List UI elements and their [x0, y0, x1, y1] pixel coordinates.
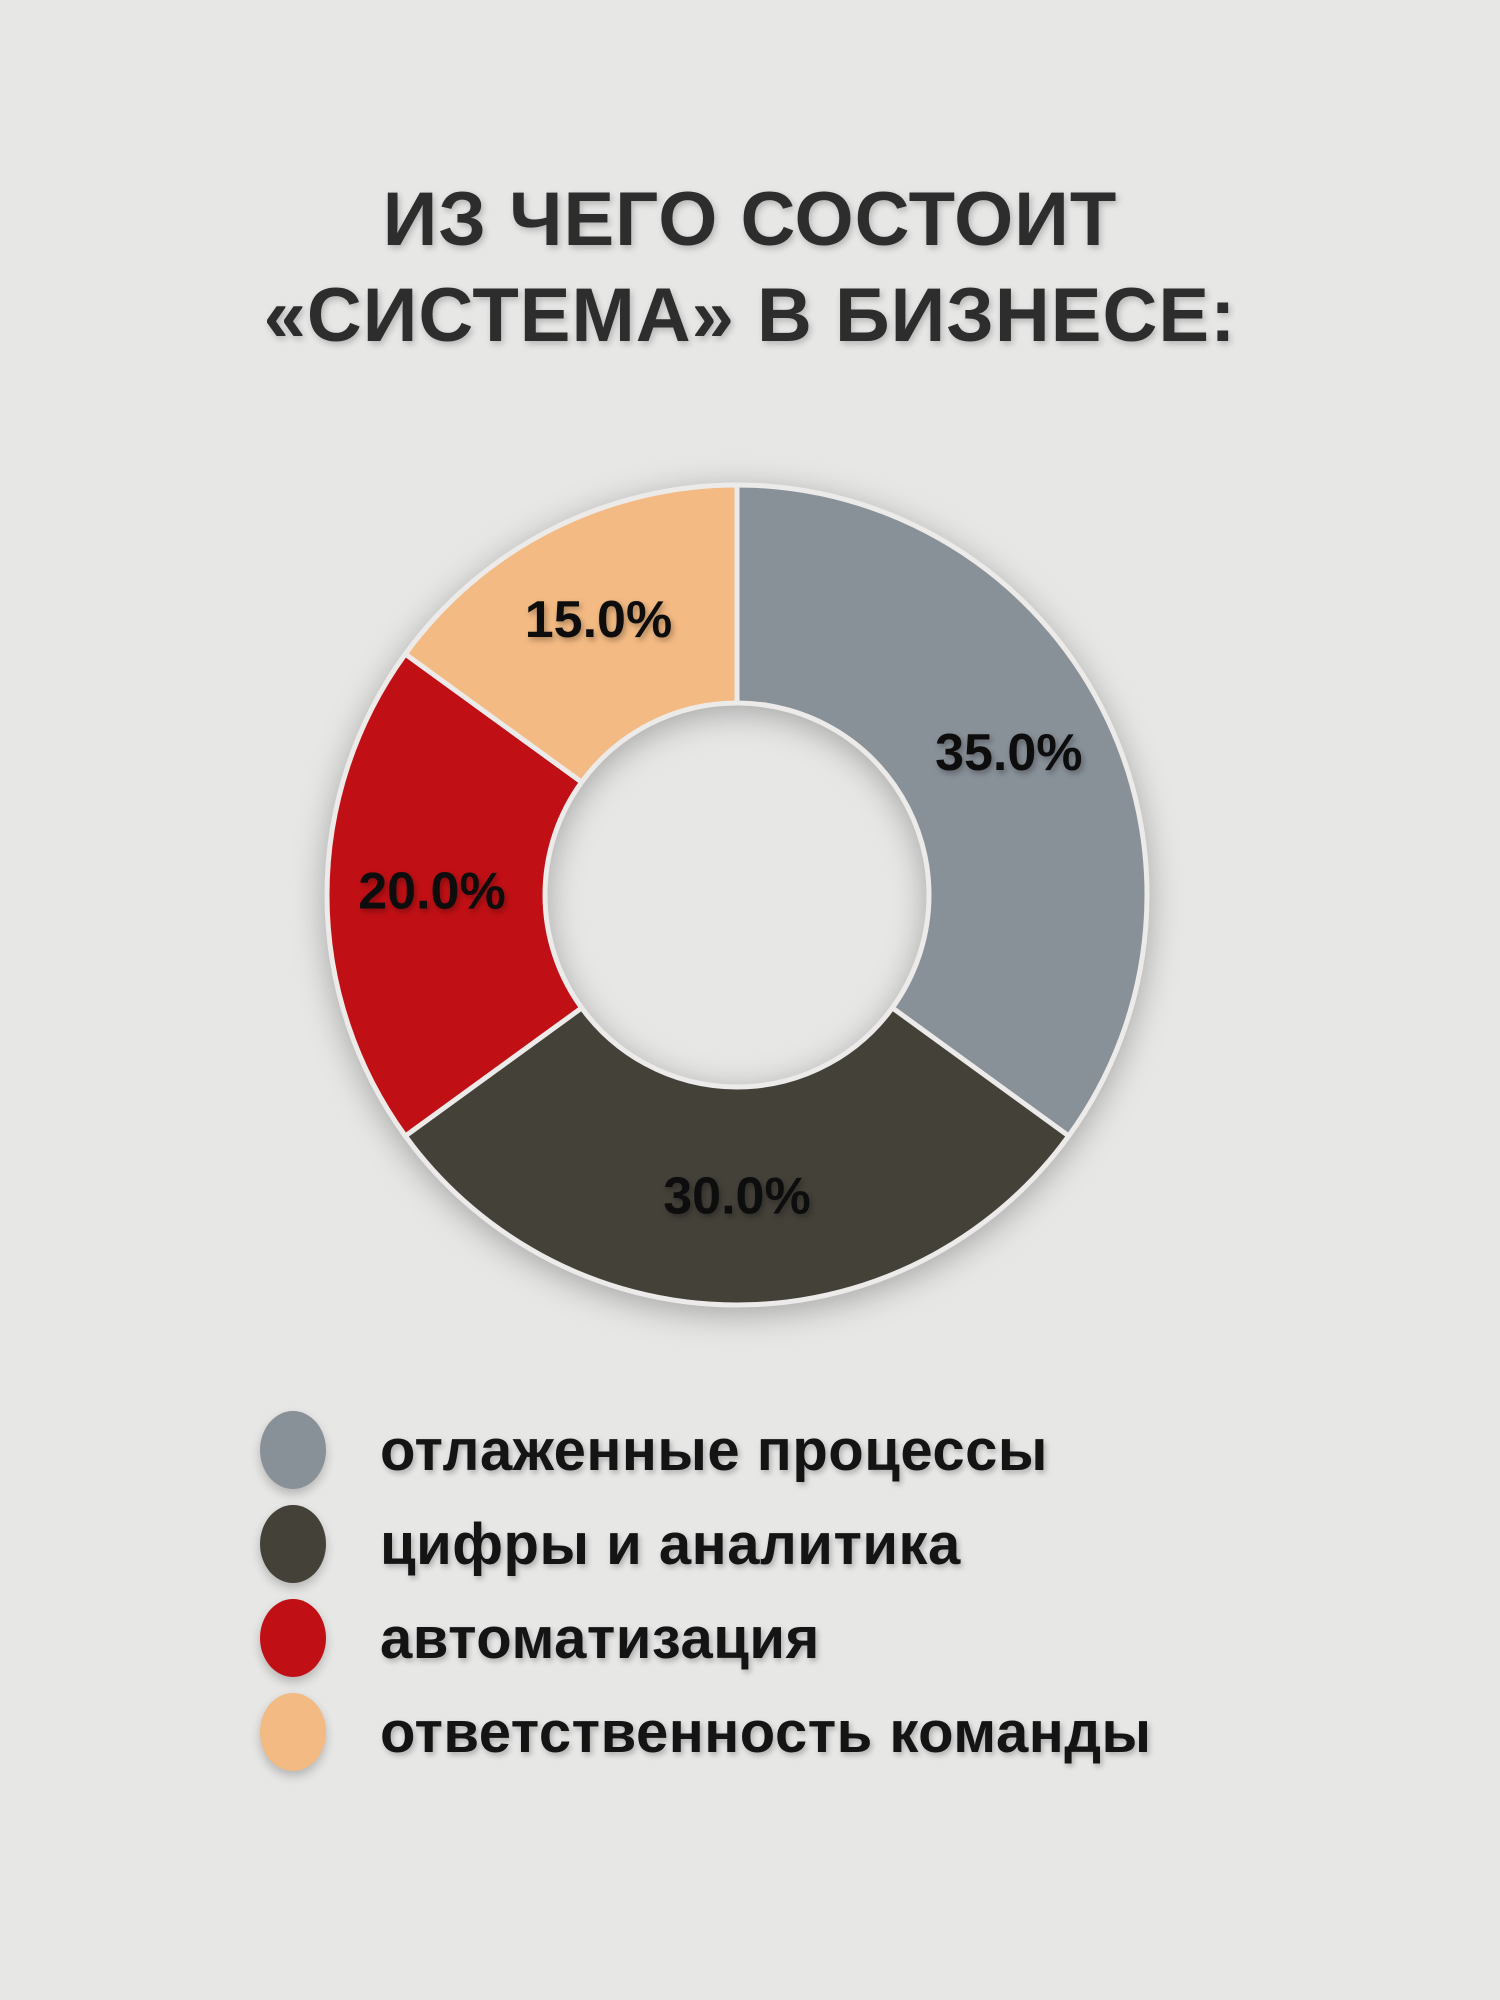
pie-slice-2	[324, 651, 585, 1139]
legend-item-3: ответственность команды	[260, 1685, 1152, 1779]
pie-slice-pct-label-3: 15.0%	[525, 591, 672, 649]
pie-slice-3	[402, 482, 740, 785]
legend-label: отлаженные процессы	[380, 1417, 1048, 1483]
donut-labels: 35.0% 30.0% 20.0% 15.0%	[358, 591, 1082, 1226]
legend-marker-icon	[260, 1505, 326, 1583]
chart-title: ИЗ ЧЕГО СОСТОИТ «СИСТЕМА» В БИЗНЕСЕ:	[0, 172, 1500, 364]
pie-slice-pct-label-1: 30.0%	[663, 1168, 810, 1226]
legend-label: ответственность команды	[380, 1699, 1152, 1765]
chart-title-line1: ИЗ ЧЕГО СОСТОИТ	[382, 177, 1118, 262]
legend-item-0: отлаженные процессы	[260, 1403, 1152, 1497]
legend-item-1: цифры и аналитика	[260, 1497, 1152, 1591]
legend-label: цифры и аналитика	[380, 1511, 961, 1577]
legend: отлаженные процессы цифры и аналитика авто…	[260, 1403, 1152, 1779]
legend-marker-icon	[260, 1411, 326, 1489]
pie-slice-pct-label-0: 35.0%	[935, 724, 1082, 782]
legend-label: автоматизация	[380, 1605, 820, 1671]
donut-slices	[324, 482, 1150, 1308]
legend-marker-icon	[260, 1599, 326, 1677]
pie-slice-1	[402, 1005, 1072, 1308]
legend-item-2: автоматизация	[260, 1591, 1152, 1685]
pie-slice-0	[734, 482, 1150, 1139]
chart-title-line2: «СИСТЕМА» В БИЗНЕСЕ:	[263, 273, 1237, 358]
pie-slice-pct-label-2: 20.0%	[358, 863, 505, 921]
legend-marker-icon	[260, 1693, 326, 1771]
